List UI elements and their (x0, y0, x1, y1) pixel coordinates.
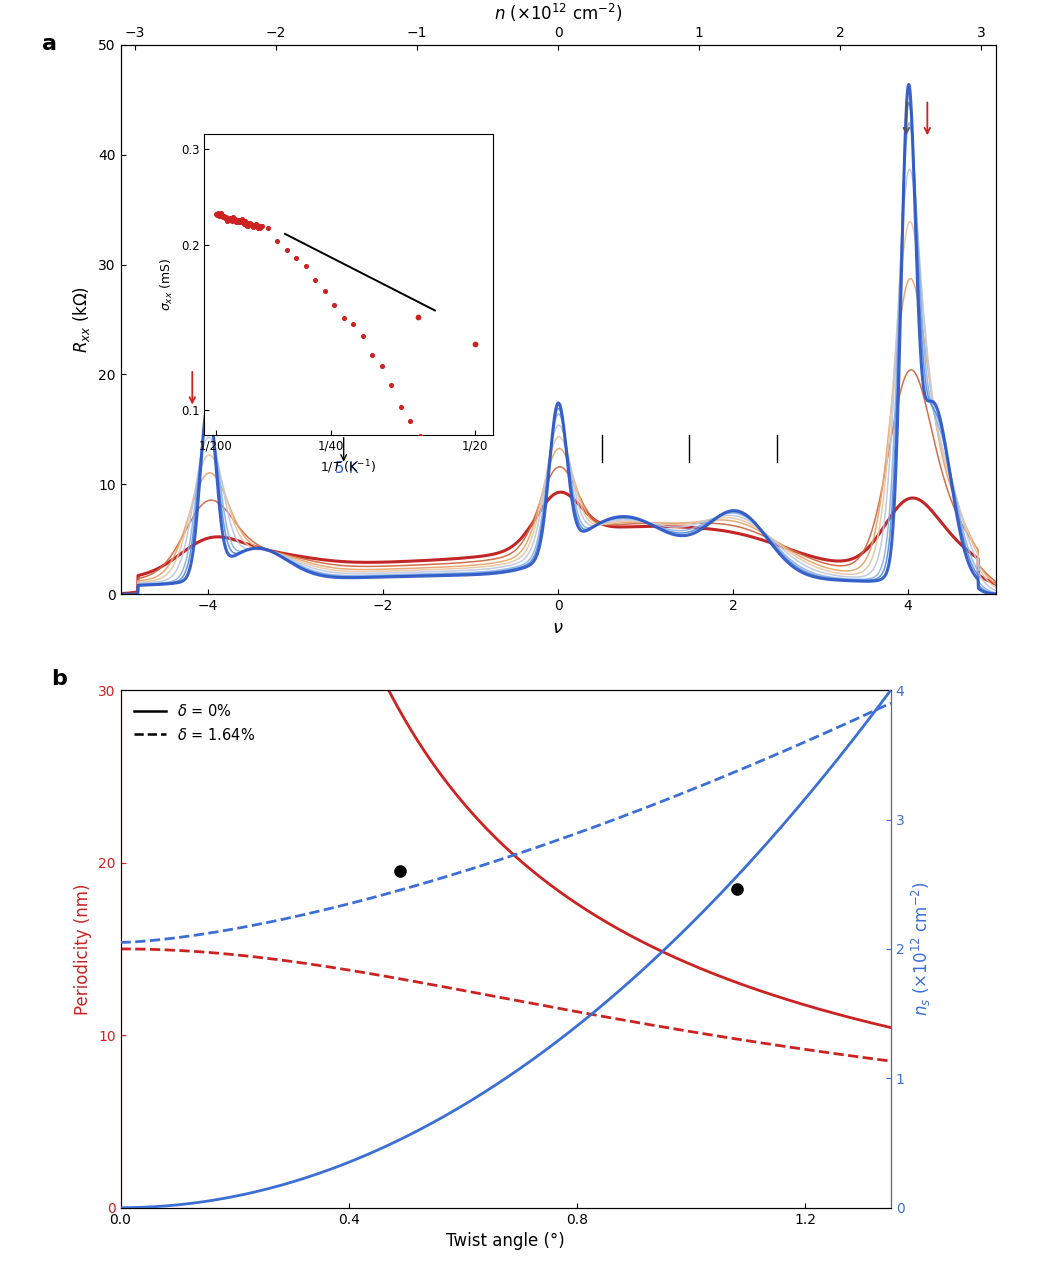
Y-axis label: $\sigma_{xx}$ (mS): $\sigma_{xx}$ (mS) (159, 258, 175, 311)
Point (326, 295, 343, 316)
Point (226, 210, 243, 230)
Point (208, 203, 224, 224)
Text: b: b (51, 670, 67, 689)
Point (213, 203, 230, 224)
Point (242, 213, 259, 234)
Point (409, 307, 425, 327)
Point (221, 210, 238, 230)
Point (728, 878, 745, 898)
Point (219, 210, 236, 230)
Point (335, 308, 352, 328)
Point (244, 215, 261, 235)
Point (225, 210, 242, 230)
Point (223, 211, 240, 231)
Y-axis label: $n_s$ ($\times$10$^{12}$ cm$^{-2}$): $n_s$ ($\times$10$^{12}$ cm$^{-2}$) (910, 882, 933, 1016)
Point (218, 207, 235, 227)
Point (392, 397, 409, 418)
Point (298, 256, 314, 276)
Point (269, 231, 286, 252)
Point (214, 204, 231, 225)
Legend: $\delta$ = 0%, $\delta$ = 1.64%: $\delta$ = 0%, $\delta$ = 1.64% (128, 698, 261, 749)
Point (232, 212, 248, 233)
X-axis label: $n$ ($\times$10$^{12}$ cm$^{-2}$): $n$ ($\times$10$^{12}$ cm$^{-2}$) (494, 3, 623, 24)
Point (228, 210, 245, 230)
Point (246, 216, 263, 236)
X-axis label: Twist angle (°): Twist angle (°) (446, 1232, 565, 1250)
Point (212, 206, 228, 226)
Point (228, 211, 245, 231)
Point (467, 334, 484, 354)
Point (241, 213, 258, 234)
Point (383, 374, 399, 395)
Point (242, 212, 259, 233)
Point (219, 211, 236, 231)
Point (220, 208, 237, 229)
Point (364, 345, 380, 366)
Point (252, 217, 268, 238)
Text: a: a (42, 33, 57, 54)
Point (260, 219, 277, 239)
Point (401, 412, 418, 432)
Point (345, 314, 362, 335)
Point (211, 206, 227, 226)
Point (316, 280, 333, 300)
Point (237, 211, 254, 231)
Point (249, 219, 266, 239)
Point (235, 212, 252, 233)
Point (247, 213, 264, 234)
Point (209, 204, 225, 225)
Y-axis label: Periodicity (nm): Periodicity (nm) (74, 883, 92, 1015)
Point (215, 206, 232, 226)
Point (238, 212, 255, 233)
Point (254, 215, 270, 235)
Point (236, 213, 253, 234)
Point (279, 239, 296, 259)
Point (421, 456, 438, 477)
X-axis label: $\nu$: $\nu$ (552, 619, 564, 636)
Text: 5 K: 5 K (335, 461, 358, 477)
Point (411, 426, 428, 446)
Point (253, 216, 269, 236)
Point (231, 210, 247, 230)
Point (227, 212, 244, 233)
Y-axis label: $R_{xx}$ (k$\Omega$): $R_{xx}$ (k$\Omega$) (71, 286, 92, 353)
Point (245, 217, 262, 238)
Point (373, 355, 390, 376)
Point (216, 207, 233, 227)
Point (246, 216, 263, 236)
Point (233, 212, 249, 233)
Point (248, 215, 265, 235)
Point (238, 215, 255, 235)
Point (252, 217, 268, 238)
Point (250, 216, 267, 236)
Point (234, 208, 250, 229)
Point (243, 215, 260, 235)
Text: 80 K: 80 K (335, 415, 368, 431)
Point (354, 326, 371, 346)
Point (210, 202, 226, 222)
Point (307, 270, 324, 290)
Point (233, 211, 249, 231)
X-axis label: 1/$T$ (K$^{-1}$): 1/$T$ (K$^{-1}$) (321, 458, 376, 475)
Point (288, 248, 305, 268)
Point (217, 207, 234, 227)
Point (210, 203, 226, 224)
Point (230, 212, 246, 233)
Point (392, 861, 409, 882)
Point (239, 216, 256, 236)
Point (240, 215, 257, 235)
Point (222, 208, 239, 229)
Point (223, 210, 240, 230)
Point (224, 207, 241, 227)
Point (215, 207, 232, 227)
